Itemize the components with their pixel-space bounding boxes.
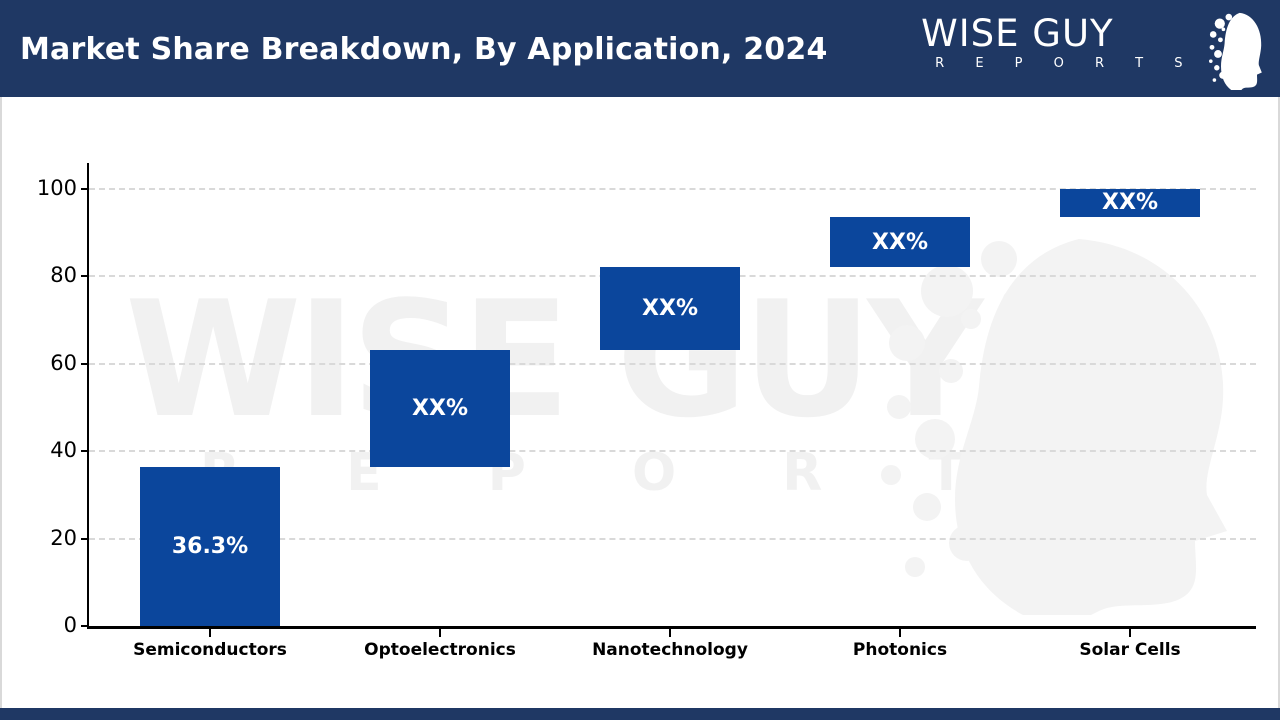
bar-optoelectronics: XX% <box>370 350 510 468</box>
logo-wordmark: WISE GUY <box>921 12 1114 55</box>
y-tick-label-80: 80 <box>50 263 77 287</box>
chart-title: Market Share Breakdown, By Application, … <box>20 32 828 67</box>
bar-value-label-nanotechnology: XX% <box>642 296 698 322</box>
category-label-semiconductors: Semiconductors <box>133 640 287 660</box>
logo-head-icon <box>1209 12 1262 90</box>
bar-value-label-photonics: XX% <box>872 229 928 255</box>
bar-value-label-solar-cells: XX% <box>1102 190 1158 216</box>
gridline-60 <box>89 362 1256 365</box>
category-label-solar-cells: Solar Cells <box>1079 640 1181 660</box>
category-label-optoelectronics: Optoelectronics <box>364 640 516 660</box>
gridline-100 <box>89 187 1256 190</box>
gridline-20 <box>89 537 1256 540</box>
brand-logo: WISE GUY R E P O R T S <box>921 12 1196 71</box>
y-tick-60 <box>81 362 89 365</box>
x-tick-photonics <box>899 629 901 637</box>
bar-nanotechnology: XX% <box>600 267 740 351</box>
logo-subtext: R E P O R T S <box>935 55 1196 71</box>
x-tick-semiconductors <box>209 629 211 637</box>
watermark-text-line1: WISE GUY <box>125 266 983 453</box>
y-axis <box>87 163 89 626</box>
x-tick-solar-cells <box>1129 629 1131 637</box>
gridline-40 <box>89 450 1256 452</box>
watermark-head-icon <box>881 239 1227 615</box>
category-label-photonics: Photonics <box>852 640 948 660</box>
bar-value-label-semiconductors: 36.3% <box>171 534 249 560</box>
footer-bar <box>0 708 1280 720</box>
x-axis <box>87 626 1256 629</box>
y-tick-label-100: 100 <box>36 175 77 200</box>
figure-border-left <box>0 97 2 708</box>
bar-value-label-optoelectronics: XX% <box>412 396 468 422</box>
bar-solar-cells: XX% <box>1060 188 1200 217</box>
y-tick-label-0: 0 <box>63 613 77 637</box>
header-bar: Market Share Breakdown, By Application, … <box>0 0 1280 97</box>
y-tick-label-20: 20 <box>50 525 77 550</box>
y-tick-label-40: 40 <box>50 438 77 462</box>
figure-border-right <box>1278 97 1280 708</box>
y-tick-40 <box>81 450 89 452</box>
y-tick-label-60: 60 <box>50 350 77 375</box>
y-tick-100 <box>81 187 89 190</box>
bar-semiconductors: 36.3% <box>140 467 280 626</box>
bar-photonics: XX% <box>830 216 970 268</box>
x-tick-optoelectronics <box>439 629 441 637</box>
y-tick-20 <box>81 537 89 540</box>
category-label-nanotechnology: Nanotechnology <box>592 640 748 660</box>
y-tick-0 <box>81 625 89 627</box>
y-tick-80 <box>81 275 89 277</box>
x-tick-nanotechnology <box>669 629 671 637</box>
